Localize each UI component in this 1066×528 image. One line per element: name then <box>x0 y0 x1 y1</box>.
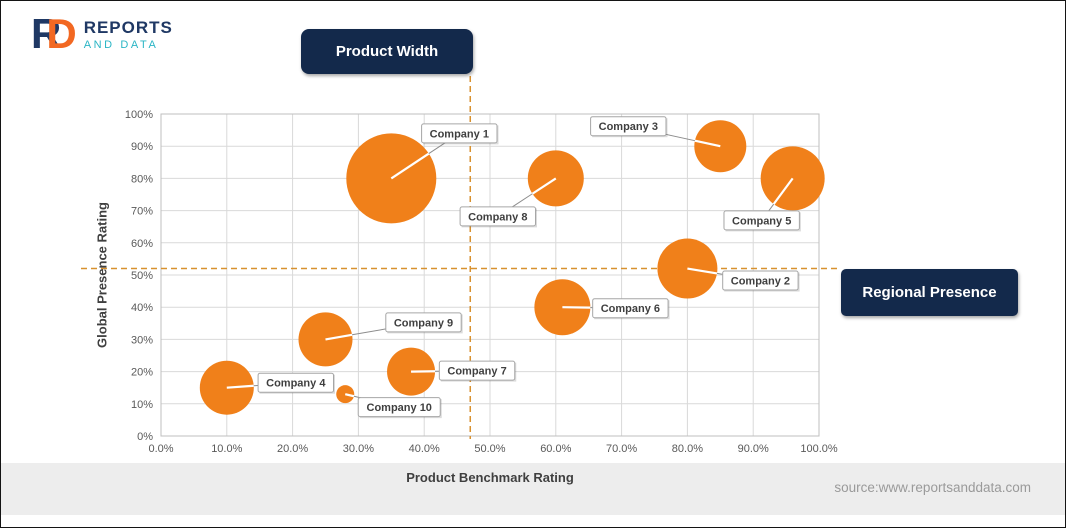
x-tick-label: 70.0% <box>606 443 637 455</box>
x-tick-label: 40.0% <box>409 443 440 455</box>
x-tick-label: 100.0% <box>800 443 838 455</box>
y-tick-label: 30% <box>131 334 153 346</box>
y-tick-label: 60% <box>131 238 153 250</box>
callout-box-company-8 <box>459 206 537 227</box>
y-tick-label: 20% <box>131 367 153 379</box>
y-tick-label: 40% <box>131 302 153 314</box>
callout-label-company-10: Company 10 <box>367 402 432 414</box>
callout-line-inner-company-10 <box>344 393 355 398</box>
logo-letter-d: D <box>46 10 77 57</box>
callout-line-inner-company-8 <box>531 177 557 195</box>
y-tick-label: 70% <box>131 206 153 218</box>
y-tick-label: 10% <box>131 399 153 411</box>
product-width-badge: Product Width <box>301 29 473 74</box>
x-axis-title: Product Benchmark Rating <box>406 470 574 485</box>
callout-label-company-7: Company 7 <box>447 366 506 378</box>
y-tick-label: 90% <box>131 141 153 153</box>
x-tick-label: 10.0% <box>211 443 242 455</box>
y-tick-label: 50% <box>131 270 153 282</box>
callout-line-inner-company-9 <box>325 333 353 341</box>
callout-line-inner-company-2 <box>687 267 718 275</box>
callout-label-company-3: Company 3 <box>599 121 658 133</box>
callout-line-inner-company-3 <box>694 139 721 148</box>
plot-border <box>160 113 820 437</box>
x-tick-label: 20.0% <box>277 443 308 455</box>
regional-presence-badge: Regional Presence <box>841 269 1018 316</box>
callout-box-company-4 <box>257 372 335 393</box>
callout-label-company-2: Company 2 <box>731 276 790 288</box>
x-tick-label: 30.0% <box>343 443 374 455</box>
callout-box-company-1 <box>421 123 498 144</box>
x-tick-label: 0.0% <box>148 443 173 455</box>
callout-box-company-7 <box>438 360 516 381</box>
callout-box-company-5 <box>723 210 800 231</box>
callout-box-company-10 <box>357 397 441 418</box>
x-tick-label: 50.0% <box>474 443 505 455</box>
callout-box-company-3 <box>590 116 667 137</box>
callout-box-company-6 <box>592 298 669 319</box>
callout-label-company-6: Company 6 <box>601 303 660 315</box>
logo-mark: R D <box>31 13 77 55</box>
x-tick-label: 60.0% <box>540 443 571 455</box>
y-tick-label: 80% <box>131 173 153 185</box>
callout-box-company-2 <box>722 270 799 291</box>
callout-label-company-5: Company 5 <box>732 215 791 227</box>
callout-line-inner-company-5 <box>772 177 794 205</box>
logo-letter-r: R <box>31 10 62 57</box>
logo: R D REPORTS AND DATA <box>31 13 173 55</box>
callout-label-company-9: Company 9 <box>394 317 453 329</box>
x-tick-label: 80.0% <box>672 443 703 455</box>
callout-label-company-1: Company 1 <box>430 128 489 140</box>
callout-label-company-8: Company 8 <box>468 211 527 223</box>
logo-text: REPORTS AND DATA <box>84 18 173 51</box>
source-text: source:www.reportsanddata.com <box>834 480 1031 495</box>
callout-box-company-9 <box>385 312 462 333</box>
logo-name-top: REPORTS <box>83 17 173 37</box>
y-axis-title: Global Presence Rating <box>94 202 110 348</box>
x-tick-label: 90.0% <box>738 443 769 455</box>
y-tick-label: 100% <box>125 109 153 121</box>
footer-band <box>1 463 1065 515</box>
callout-line-inner-company-4 <box>226 384 254 389</box>
callout-label-company-4: Company 4 <box>266 378 326 390</box>
callout-line-inner-company-1 <box>390 152 430 180</box>
logo-name-bottom: AND DATA <box>83 38 159 51</box>
y-tick-label: 0% <box>137 431 153 443</box>
